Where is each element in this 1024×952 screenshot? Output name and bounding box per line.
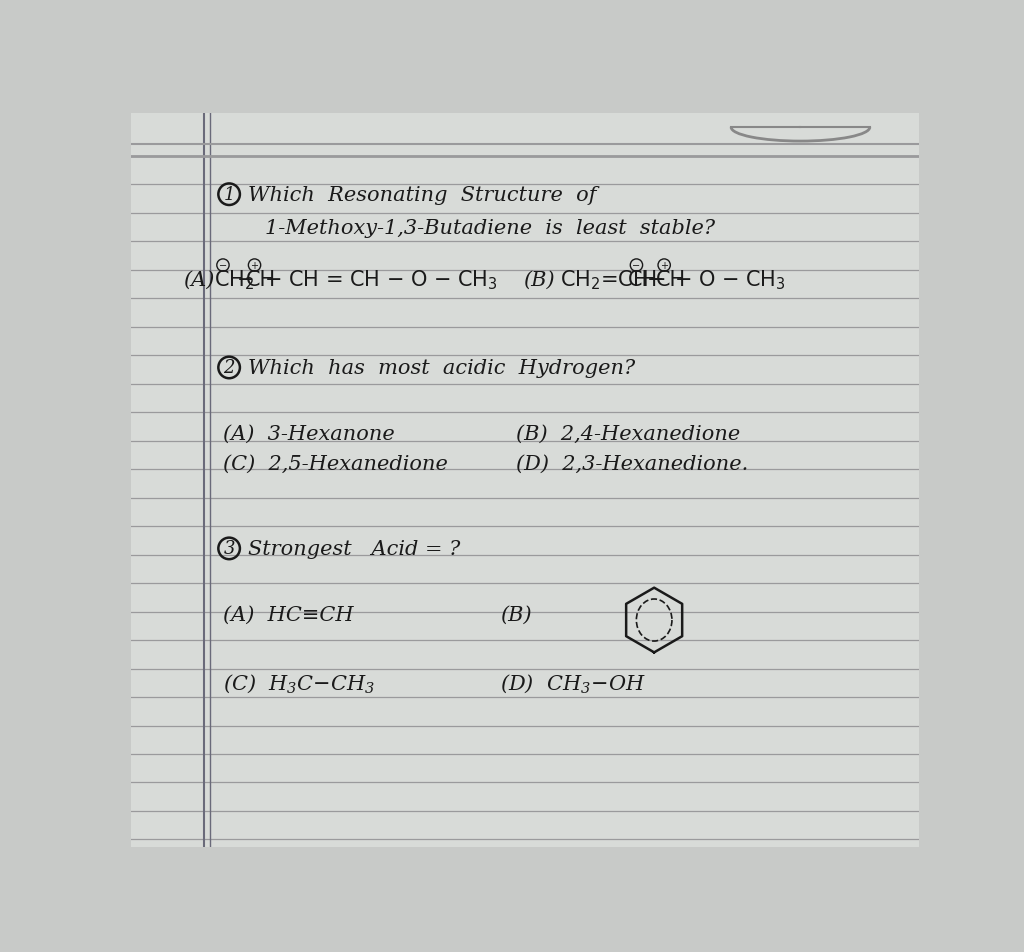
Text: − O − $\mathregular{CH_3}$: − O − $\mathregular{CH_3}$ — [674, 268, 786, 291]
Text: −: − — [237, 269, 254, 289]
Text: (B): (B) — [523, 270, 555, 289]
Text: (A)  3-Hexanone: (A) 3-Hexanone — [223, 424, 394, 443]
Text: +: + — [660, 261, 669, 270]
Text: (C)  2,5-Hexanedione: (C) 2,5-Hexanedione — [223, 455, 447, 474]
Text: Strongest   Acid = ?: Strongest Acid = ? — [248, 540, 460, 558]
Text: $\mathregular{CH_2}$=CH−: $\mathregular{CH_2}$=CH− — [560, 268, 666, 291]
Text: (A)  HC≡CH: (A) HC≡CH — [223, 605, 353, 624]
Text: CH: CH — [628, 269, 658, 289]
Text: − CH = CH − O − $\mathregular{CH_3}$: − CH = CH − O − $\mathregular{CH_3}$ — [264, 268, 498, 291]
Text: 1-Methoxy-1,3-Butadiene  is  least  stable?: 1-Methoxy-1,3-Butadiene is least stable? — [265, 219, 716, 238]
Text: +: + — [251, 261, 258, 270]
Text: −: − — [646, 269, 664, 289]
Text: (D)  2,3-Hexanedione.: (D) 2,3-Hexanedione. — [515, 455, 748, 474]
Text: 1: 1 — [223, 186, 234, 204]
Text: 2: 2 — [223, 359, 234, 377]
Text: (B): (B) — [500, 605, 531, 624]
Text: −: − — [219, 261, 227, 270]
Text: CH: CH — [655, 269, 686, 289]
Text: −: − — [633, 261, 641, 270]
Text: Which  Resonating  Structure  of: Which Resonating Structure of — [248, 186, 596, 205]
Text: (B)  2,4-Hexanedione: (B) 2,4-Hexanedione — [515, 424, 739, 443]
Text: 3: 3 — [223, 540, 234, 558]
Text: $\mathregular{CH_2}$: $\mathregular{CH_2}$ — [214, 268, 254, 291]
Text: (A): (A) — [183, 270, 214, 289]
Text: (C)  $\mathregular{H_3C}$−$\mathregular{CH_3}$: (C) $\mathregular{H_3C}$−$\mathregular{C… — [223, 672, 375, 695]
Text: (D)  $\mathregular{CH_3}$−OH: (D) $\mathregular{CH_3}$−OH — [500, 672, 646, 695]
Text: Which  has  most  acidic  Hydrogen?: Which has most acidic Hydrogen? — [248, 359, 635, 378]
Text: CH: CH — [246, 269, 276, 289]
